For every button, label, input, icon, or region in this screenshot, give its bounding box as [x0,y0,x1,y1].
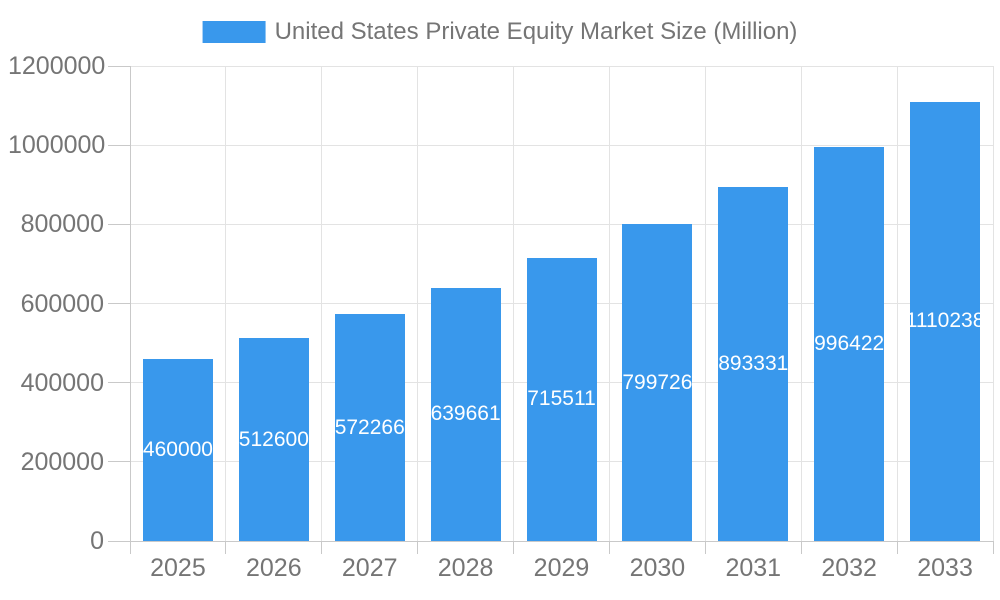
vertical-gridline [992,66,994,541]
horizontal-gridline [130,540,993,542]
y-axis-label: 400000 [20,368,104,397]
legend-swatch-icon [202,21,266,43]
bar-2030[interactable]: 799726 [622,224,693,541]
x-axis-tick [608,541,610,554]
bar-2027[interactable]: 572266 [334,314,405,541]
bar-2025[interactable]: 460000 [142,358,213,541]
y-axis-label: 200000 [20,447,104,476]
bar-value-label: 799726 [622,370,693,394]
bar-2028[interactable]: 639661 [430,287,501,541]
vertical-gridline [608,66,610,541]
x-axis-tick [321,541,323,554]
x-axis-tick [129,541,131,554]
bar-2033[interactable]: 1110238 [910,101,981,541]
bar-value-label: 512600 [238,427,309,451]
x-axis-label-2033: 2033 [917,554,973,582]
y-axis-tick [108,65,130,67]
x-axis-label-2028: 2028 [437,554,494,582]
x-axis-label-2030: 2030 [629,554,686,582]
bar-value-label: 460000 [142,437,213,461]
x-axis-tick [992,541,994,554]
y-axis-label: 600000 [20,289,104,318]
x-axis-label-2027: 2027 [341,554,398,582]
vertical-gridline [513,66,515,541]
x-axis-tick [225,541,227,554]
x-axis-tick [704,541,706,554]
y-axis-tick [108,540,130,542]
y-axis-label: 1200000 [8,52,106,80]
x-axis-tick [513,541,515,554]
x-axis-tick [800,541,802,554]
x-axis-tick [896,541,898,554]
y-axis-label: 800000 [20,210,104,239]
bar-value-label: 893331 [718,352,789,376]
x-axis-label-2026: 2026 [246,554,302,582]
x-axis-label-2029: 2029 [533,554,590,582]
bar-2031[interactable]: 893331 [718,187,789,541]
horizontal-gridline [130,144,993,146]
vertical-gridline [704,66,706,541]
y-axis-tick [108,223,130,225]
y-axis-tick [108,144,130,146]
y-axis-tick [108,382,130,384]
bar-value-label: 572266 [334,415,405,439]
x-axis-label-2025: 2025 [150,554,206,582]
y-axis-label: 1000000 [8,131,106,160]
bar-value-label: 639661 [430,402,501,426]
bar-value-label: 996422 [814,331,885,355]
vertical-gridline [129,66,131,541]
bar-2029[interactable]: 715511 [526,257,597,541]
y-axis-tick [108,461,130,463]
vertical-gridline [896,66,898,541]
vertical-gridline [800,66,802,541]
legend-label: United States Private Equity Market Size… [274,18,798,45]
vertical-gridline [225,66,227,541]
horizontal-gridline [130,65,993,67]
vertical-gridline [417,66,419,541]
x-axis-label-2031: 2031 [725,554,782,582]
legend[interactable]: United States Private Equity Market Size… [202,18,798,46]
bar-value-label: 1110238 [910,309,981,333]
vertical-gridline [321,66,323,541]
x-axis-tick [417,541,419,554]
bar-value-label: 715511 [527,387,596,411]
y-axis-tick [108,303,130,304]
y-axis-label: 0 [90,527,104,555]
bar-2026[interactable]: 512600 [238,338,309,541]
x-axis-label-2032: 2032 [821,554,877,582]
bar-2032[interactable]: 996422 [814,146,885,541]
horizontal-gridline [130,223,993,225]
